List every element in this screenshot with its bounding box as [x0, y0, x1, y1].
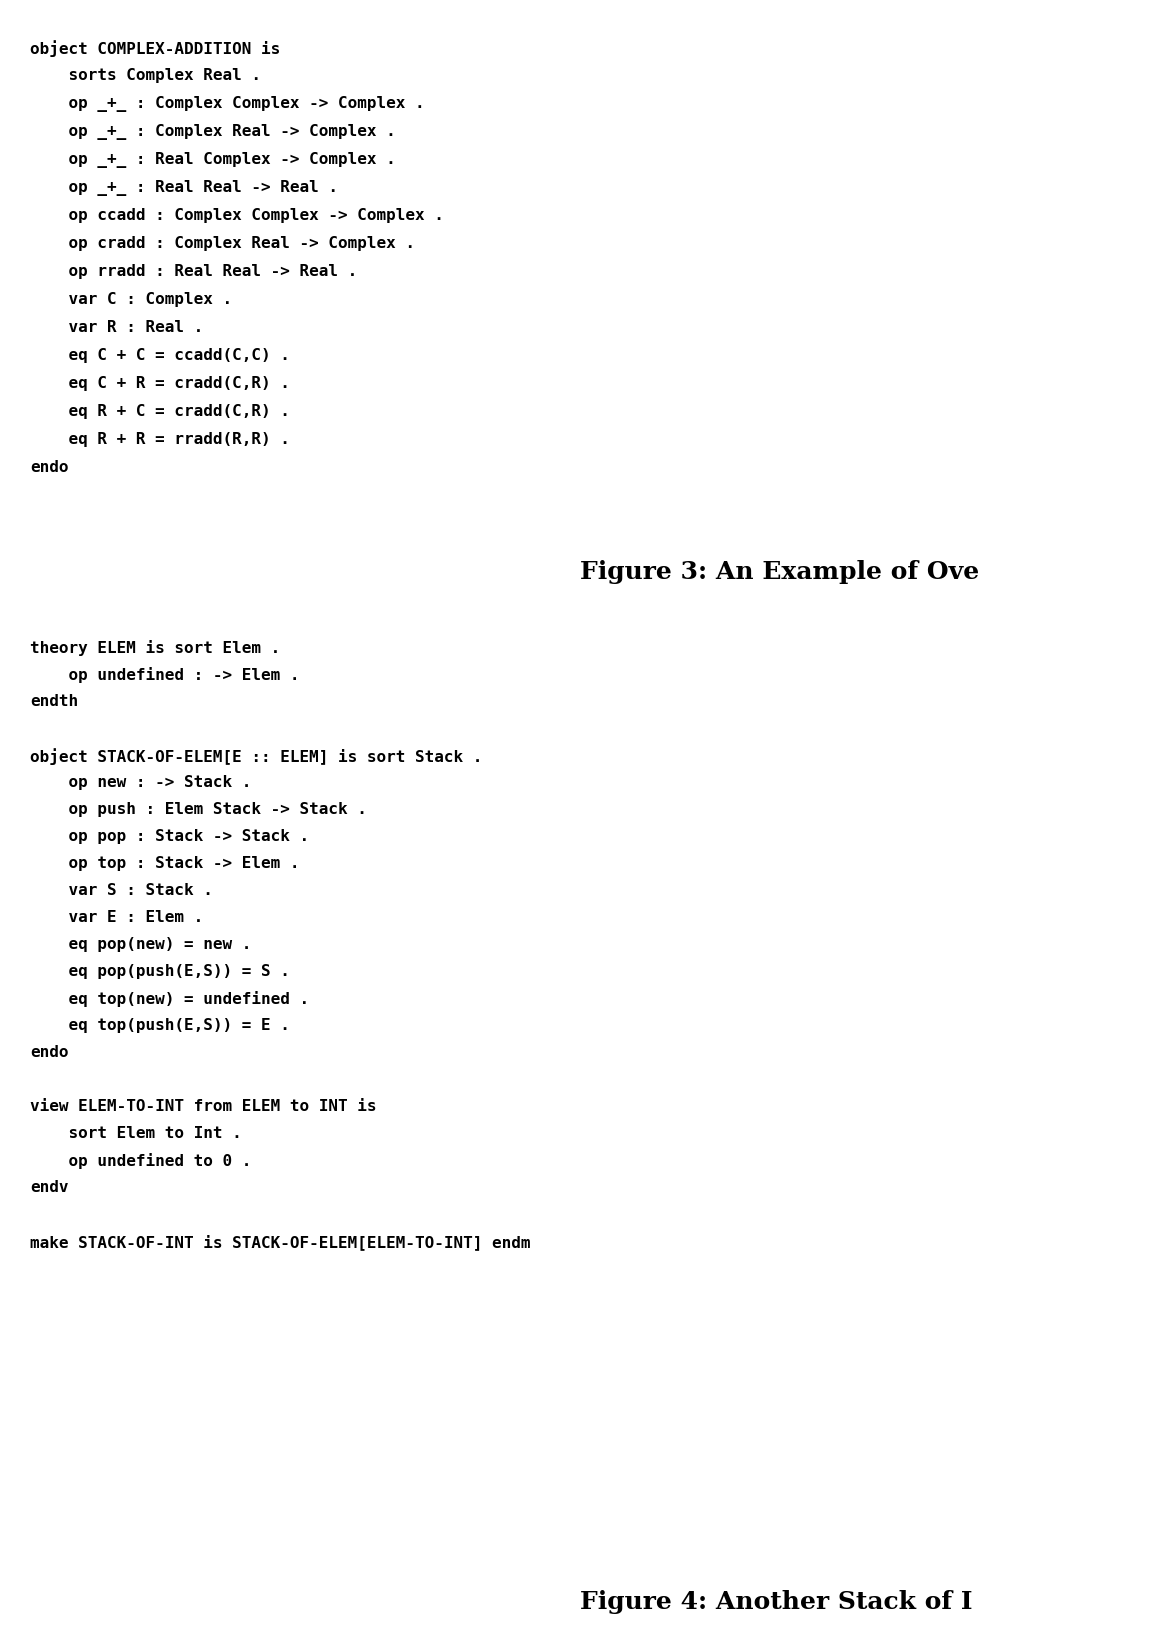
- Text: eq C + R = cradd(C,R) .: eq C + R = cradd(C,R) .: [30, 376, 290, 391]
- Text: op rradd : Real Real -> Real .: op rradd : Real Real -> Real .: [30, 264, 357, 279]
- Text: endth: endth: [30, 694, 79, 709]
- Text: op _+_ : Real Complex -> Complex .: op _+_ : Real Complex -> Complex .: [30, 152, 395, 168]
- Text: var E : Elem .: var E : Elem .: [30, 910, 203, 925]
- Text: op _+_ : Real Real -> Real .: op _+_ : Real Real -> Real .: [30, 180, 338, 196]
- Text: var R : Real .: var R : Real .: [30, 320, 203, 335]
- Text: eq R + R = rradd(R,R) .: eq R + R = rradd(R,R) .: [30, 432, 290, 447]
- Text: object STACK-OF-ELEM[E :: ELEM] is sort Stack .: object STACK-OF-ELEM[E :: ELEM] is sort …: [30, 748, 482, 765]
- Text: eq top(push(E,S)) = E .: eq top(push(E,S)) = E .: [30, 1017, 290, 1032]
- Text: eq top(new) = undefined .: eq top(new) = undefined .: [30, 990, 309, 1007]
- Text: Figure 4: Another Stack of I: Figure 4: Another Stack of I: [580, 1589, 972, 1613]
- Text: op top : Stack -> Elem .: op top : Stack -> Elem .: [30, 855, 299, 870]
- Text: op push : Elem Stack -> Stack .: op push : Elem Stack -> Stack .: [30, 801, 366, 816]
- Text: sorts Complex Real .: sorts Complex Real .: [30, 68, 261, 82]
- Text: eq pop(push(E,S)) = S .: eq pop(push(E,S)) = S .: [30, 964, 290, 979]
- Text: endv: endv: [30, 1180, 68, 1195]
- Text: var S : Stack .: var S : Stack .: [30, 882, 213, 898]
- Text: endo: endo: [30, 460, 68, 475]
- Text: var C : Complex .: var C : Complex .: [30, 292, 232, 307]
- Text: eq pop(new) = new .: eq pop(new) = new .: [30, 936, 251, 951]
- Text: eq C + C = ccadd(C,C) .: eq C + C = ccadd(C,C) .: [30, 348, 290, 363]
- Text: op cradd : Complex Real -> Complex .: op cradd : Complex Real -> Complex .: [30, 236, 415, 250]
- Text: op _+_ : Complex Complex -> Complex .: op _+_ : Complex Complex -> Complex .: [30, 96, 424, 112]
- Text: endo: endo: [30, 1045, 68, 1060]
- Text: op undefined to 0 .: op undefined to 0 .: [30, 1152, 251, 1168]
- Text: view ELEM-TO-INT from ELEM to INT is: view ELEM-TO-INT from ELEM to INT is: [30, 1098, 377, 1114]
- Text: sort Elem to Int .: sort Elem to Int .: [30, 1126, 242, 1140]
- Text: Figure 3: An Example of Ove: Figure 3: An Example of Ove: [580, 560, 979, 583]
- Text: make STACK-OF-INT is STACK-OF-ELEM[ELEM-TO-INT] endm: make STACK-OF-INT is STACK-OF-ELEM[ELEM-…: [30, 1233, 531, 1249]
- Text: op new : -> Stack .: op new : -> Stack .: [30, 775, 251, 789]
- Text: object COMPLEX-ADDITION is: object COMPLEX-ADDITION is: [30, 40, 280, 56]
- Text: theory ELEM is sort Elem .: theory ELEM is sort Elem .: [30, 639, 280, 656]
- Text: op _+_ : Complex Real -> Complex .: op _+_ : Complex Real -> Complex .: [30, 124, 395, 140]
- Text: op ccadd : Complex Complex -> Complex .: op ccadd : Complex Complex -> Complex .: [30, 208, 444, 222]
- Text: eq R + C = cradd(C,R) .: eq R + C = cradd(C,R) .: [30, 404, 290, 419]
- Text: op pop : Stack -> Stack .: op pop : Stack -> Stack .: [30, 829, 309, 844]
- Text: op undefined : -> Elem .: op undefined : -> Elem .: [30, 666, 299, 682]
